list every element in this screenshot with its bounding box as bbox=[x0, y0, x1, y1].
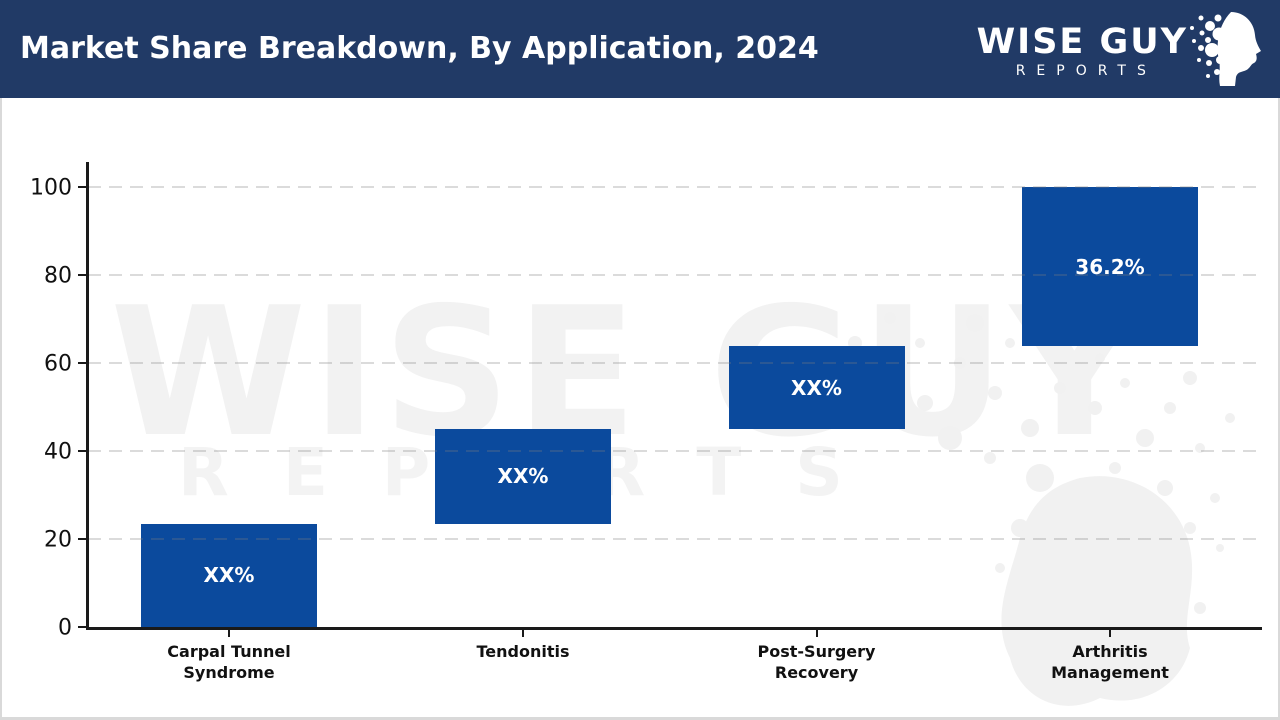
x-category-label-carpal-tunnel-syndrome: Carpal Tunnel Syndrome bbox=[167, 642, 291, 682]
gridline-60 bbox=[88, 362, 1262, 364]
bar-value-label-post-surgery-recovery: XX% bbox=[791, 375, 842, 400]
watermark-wordmark: WISE GUY bbox=[110, 269, 1144, 476]
logo-text: WISE GUY REPORTS bbox=[977, 22, 1188, 79]
y-tick-label-0: 0 bbox=[58, 615, 72, 641]
logo-wordmark: WISE GUY bbox=[976, 21, 1188, 62]
x-tick-arthritis-management bbox=[1109, 629, 1111, 637]
y-tick-40 bbox=[78, 450, 86, 452]
y-axis-line bbox=[86, 162, 89, 629]
bar-post-surgery-recovery bbox=[728, 346, 905, 429]
y-tick-80 bbox=[78, 274, 86, 276]
x-tick-post-surgery-recovery bbox=[815, 629, 818, 637]
y-tick-60 bbox=[78, 362, 86, 364]
bar-carpal-tunnel-syndrome bbox=[141, 523, 317, 627]
gridline-40 bbox=[88, 450, 1262, 452]
plot: XX% XX% XX% 36.2% 0 20 40 60 80 100 Carpal Tunnel … bbox=[0, 98, 1280, 720]
logo-subtitle: REPORTS bbox=[1015, 62, 1157, 79]
bar-value-label-carpal-tunnel-syndrome: XX% bbox=[203, 563, 255, 588]
watermark-dots-pattern bbox=[763, 312, 1235, 706]
frame-border-left bbox=[0, 98, 2, 720]
x-category-label-arthritis-management: Arthritis Management bbox=[1051, 642, 1169, 682]
frame-border-right bbox=[1278, 98, 1280, 720]
frame-border-bottom bbox=[0, 717, 1280, 720]
gridline-20 bbox=[88, 538, 1262, 540]
bar-tendonitis bbox=[435, 429, 611, 524]
header: Market Share Breakdown, By Application, … bbox=[0, 0, 1280, 98]
gridline-80 bbox=[88, 274, 1262, 276]
y-tick-label-40: 40 bbox=[44, 439, 72, 465]
x-axis-line bbox=[86, 627, 1262, 630]
y-tick-label-60: 60 bbox=[44, 351, 72, 377]
x-tick-tendonitis bbox=[522, 629, 524, 637]
y-tick-20 bbox=[78, 538, 86, 540]
x-category-label-post-surgery-recovery: Post-Surgery Recovery bbox=[757, 642, 876, 682]
y-tick-0 bbox=[78, 626, 86, 628]
y-tick-100 bbox=[78, 186, 86, 188]
y-tick-label-100: 100 bbox=[30, 175, 72, 201]
x-category-label-tendonitis: Tendonitis bbox=[476, 642, 570, 661]
logo-head-icon bbox=[1190, 12, 1261, 86]
y-tick-label-80: 80 bbox=[44, 263, 72, 289]
brand-logo: WISE GUY REPORTS bbox=[977, 8, 1266, 92]
page-title: Market Share Breakdown, By Application, … bbox=[20, 31, 819, 66]
chart-area: WISE GUY REPORTS XX%XX%XX%36.2%02 bbox=[0, 98, 1280, 720]
x-tick-carpal-tunnel-syndrome bbox=[228, 629, 230, 637]
gridline-100 bbox=[88, 186, 1262, 188]
bar-value-label-tendonitis: XX% bbox=[497, 464, 549, 489]
bar-arthritis-management bbox=[1022, 187, 1198, 347]
y-tick-label-20: 20 bbox=[44, 527, 72, 553]
bar-value-label-arthritis-management: 36.2% bbox=[1075, 254, 1145, 279]
